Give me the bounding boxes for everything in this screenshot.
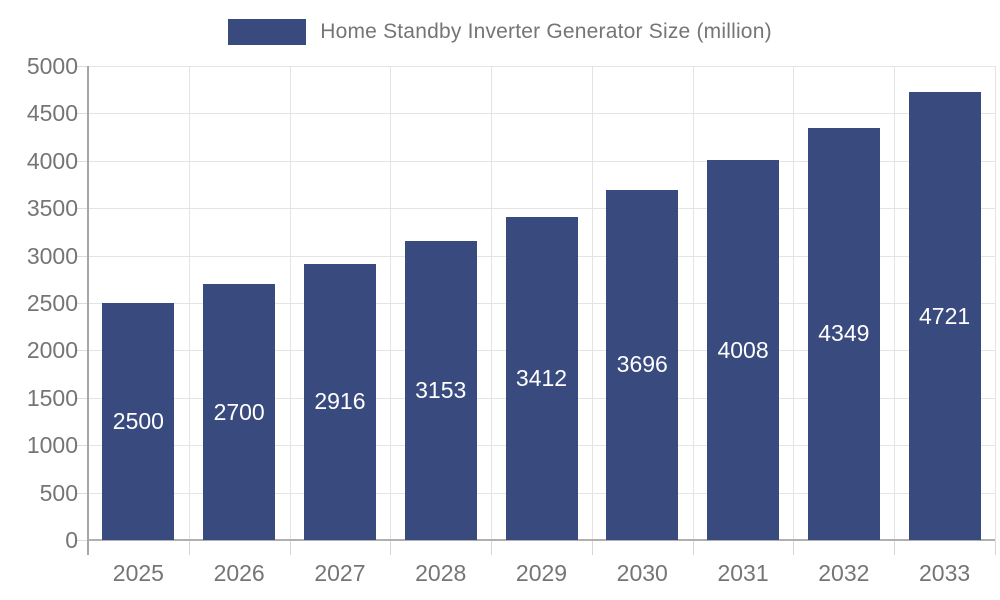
legend-swatch <box>228 19 307 45</box>
y-axis-tick <box>75 397 88 399</box>
y-axis-tick-label: 2500 <box>26 290 78 316</box>
bar-value-label: 2500 <box>112 408 164 434</box>
y-axis-tick <box>75 350 88 352</box>
bar[interactable]: 2500 <box>102 303 175 540</box>
y-axis-tick <box>75 303 88 304</box>
bar-value-label: 4721 <box>919 302 971 329</box>
legend-label: Home Standby Inverter Generator Size (mi… <box>320 20 772 43</box>
v-gridline <box>894 66 896 540</box>
v-gridline <box>491 66 493 540</box>
bar-value-label: 3153 <box>415 377 467 404</box>
x-axis-tick-label: 2031 <box>717 560 769 586</box>
y-axis-tick-label: 3000 <box>26 242 78 269</box>
y-axis-tick <box>75 445 88 447</box>
bar[interactable]: 3412 <box>505 216 578 540</box>
bar[interactable]: 2700 <box>203 284 276 540</box>
bar[interactable]: 3153 <box>404 241 477 540</box>
x-axis-tick-label: 2029 <box>515 560 568 586</box>
v-gridline <box>793 66 795 540</box>
bar[interactable]: 3696 <box>606 189 679 540</box>
bar-value-label: 3412 <box>515 364 568 391</box>
y-axis-tick-label: 4000 <box>26 147 78 174</box>
bar-value-label: 2700 <box>213 398 265 425</box>
y-axis-tick <box>75 160 88 162</box>
y-axis-tick <box>75 113 88 115</box>
x-axis-tick <box>390 540 392 555</box>
y-axis-tick <box>75 492 88 494</box>
x-axis-tick <box>188 540 190 555</box>
x-axis-tick-label: 2026 <box>213 560 265 586</box>
y-axis-tick <box>75 208 88 210</box>
bar[interactable]: 4349 <box>807 127 880 540</box>
h-gridline <box>88 66 995 67</box>
y-axis-line <box>87 66 89 555</box>
y-axis-tick <box>75 66 88 67</box>
bar-value-label: 4349 <box>818 320 870 347</box>
h-gridline <box>88 208 995 210</box>
y-axis-tick-label: 2000 <box>26 337 78 364</box>
bar[interactable]: 4721 <box>908 92 981 540</box>
y-axis-tick-label: 500 <box>39 479 78 506</box>
bar-value-label: 3696 <box>616 351 668 378</box>
bar-value-label: 2916 <box>314 388 366 415</box>
x-axis-tick-label: 2025 <box>112 560 164 586</box>
x-axis-tick <box>591 540 593 555</box>
x-axis-tick <box>793 540 795 555</box>
legend-item[interactable]: Home Standby Inverter Generator Size (mi… <box>0 16 1000 48</box>
bar[interactable]: 4008 <box>707 160 780 540</box>
x-axis-tick-label: 2028 <box>415 560 467 586</box>
v-gridline <box>390 66 392 540</box>
x-axis-tick <box>995 540 996 555</box>
x-axis-tick-label: 2033 <box>919 560 971 586</box>
x-axis-tick-label: 2032 <box>818 560 870 586</box>
y-axis-tick-label: 4500 <box>26 100 78 127</box>
x-axis-tick <box>894 540 896 555</box>
v-gridline <box>591 66 593 540</box>
bar[interactable]: 2916 <box>303 263 376 540</box>
x-axis-tick <box>692 540 694 555</box>
v-gridline <box>289 66 291 540</box>
v-gridline <box>188 66 190 540</box>
y-axis-tick-label: 1000 <box>26 432 78 459</box>
x-axis-tick <box>491 540 493 555</box>
y-axis-tick <box>75 255 88 257</box>
x-axis-tick-label: 2030 <box>616 560 668 586</box>
h-gridline <box>88 113 995 115</box>
x-axis-line <box>88 539 995 541</box>
y-axis-tick-label: 1500 <box>26 384 78 411</box>
y-axis-tick-label: 0 <box>65 527 78 553</box>
v-gridline <box>692 66 694 540</box>
v-gridline <box>995 66 996 540</box>
bar-value-label: 4008 <box>717 336 769 363</box>
x-axis-tick-label: 2027 <box>314 560 366 586</box>
y-axis-tick <box>75 540 88 541</box>
y-axis-tick-label: 3500 <box>26 195 78 222</box>
y-axis-tick-label: 5000 <box>26 53 78 79</box>
h-gridline <box>88 160 995 162</box>
x-axis-tick <box>289 540 291 555</box>
